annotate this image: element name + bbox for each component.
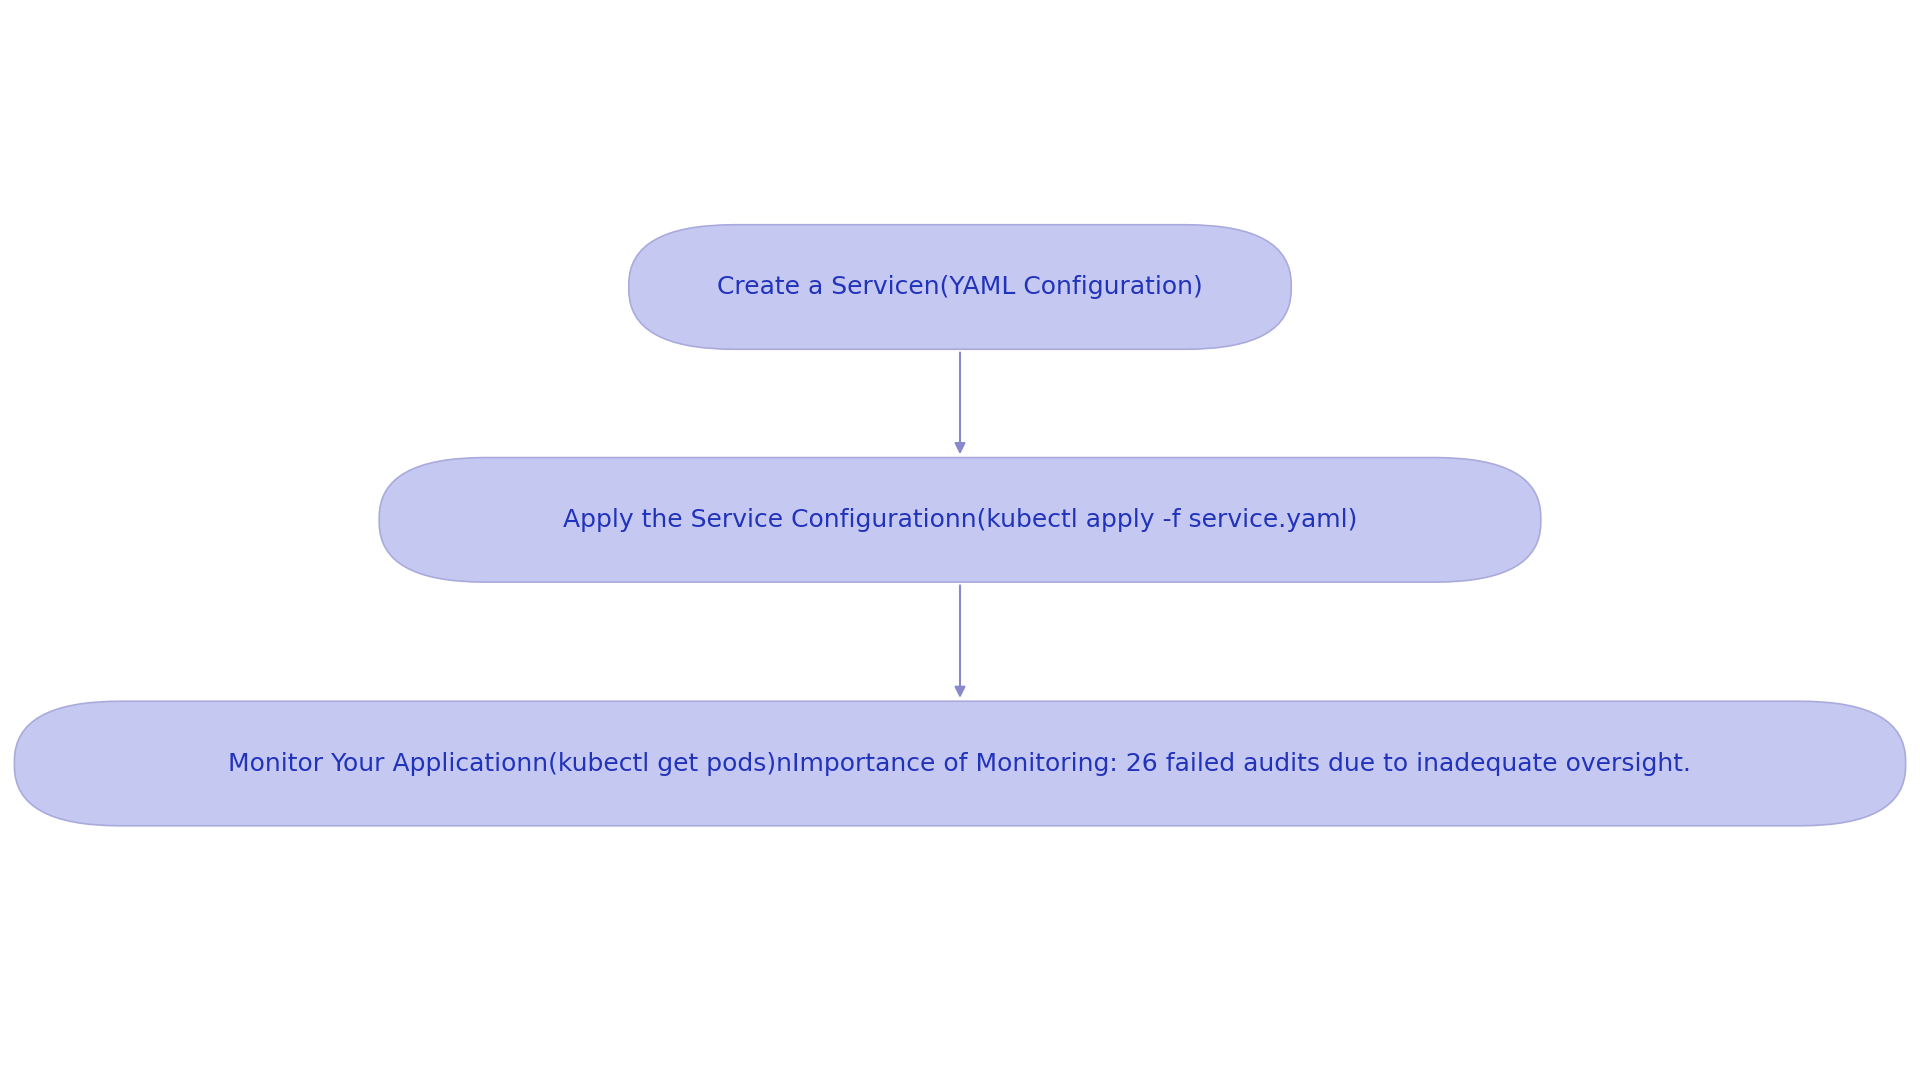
FancyBboxPatch shape	[630, 225, 1290, 349]
Text: Monitor Your Applicationn(kubectl get pods)nImportance of Monitoring: 26 failed : Monitor Your Applicationn(kubectl get po…	[228, 752, 1692, 775]
Text: Apply the Service Configurationn(kubectl apply -f service.yaml): Apply the Service Configurationn(kubectl…	[563, 508, 1357, 532]
FancyBboxPatch shape	[380, 457, 1540, 583]
FancyBboxPatch shape	[15, 702, 1905, 826]
Text: Create a Servicen(YAML Configuration): Create a Servicen(YAML Configuration)	[718, 275, 1202, 299]
